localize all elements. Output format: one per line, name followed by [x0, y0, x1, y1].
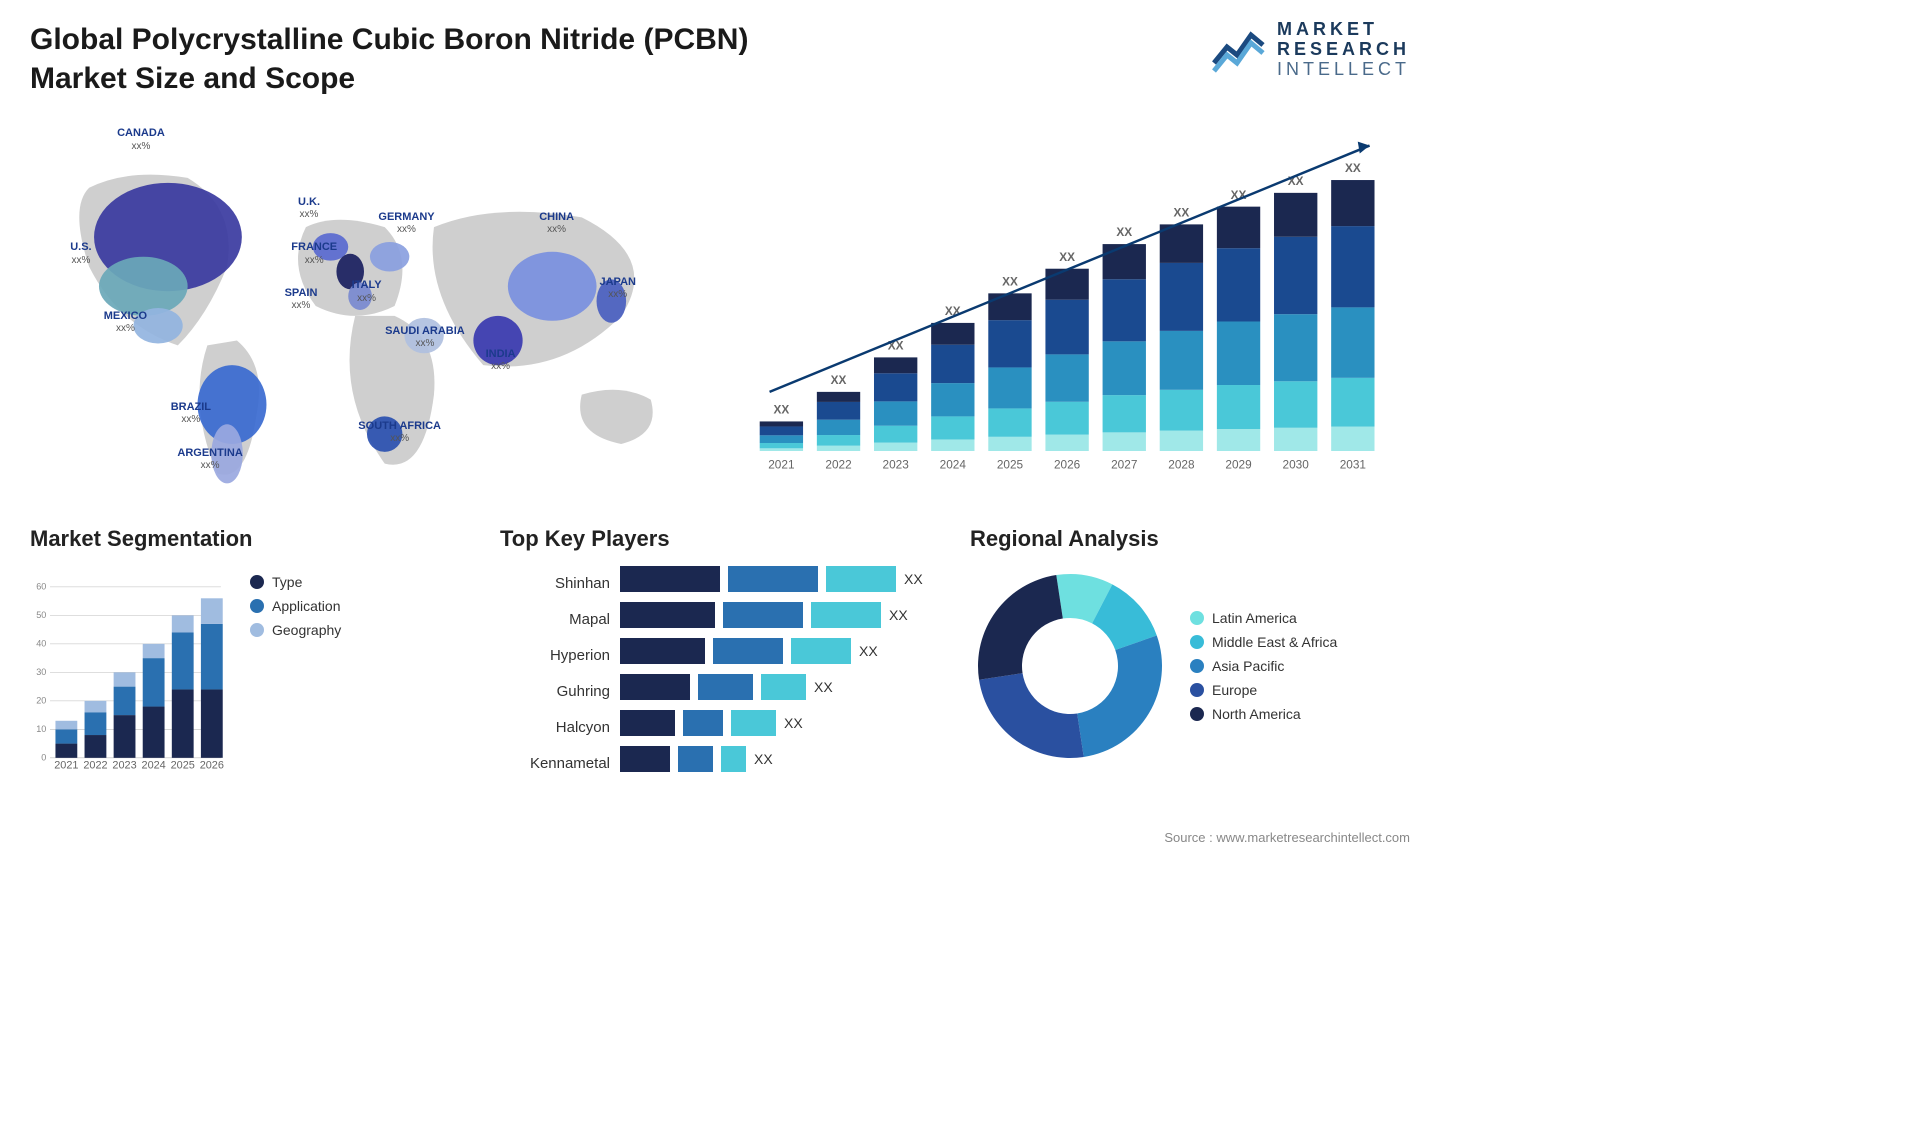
country-label-japan: JAPANxx%: [600, 276, 636, 301]
country-label-italy: ITALYxx%: [352, 279, 382, 304]
player-bar-mapal: XX: [620, 602, 940, 628]
svg-text:XX: XX: [1059, 250, 1075, 264]
player-bar-shinhan: XX: [620, 566, 940, 592]
logo-line1: MARKET: [1277, 20, 1410, 40]
svg-text:2030: 2030: [1283, 458, 1310, 472]
svg-text:2021: 2021: [54, 760, 78, 772]
country-label-canada: CANADAxx%: [117, 127, 165, 152]
player-name-kennametal: Kennametal: [500, 746, 610, 782]
svg-text:20: 20: [36, 696, 46, 706]
forecast-bar-chart: XX 2021 XX 2022 XX 2023 XX 2024 XX 2025 XX 2026 XX 20…: [740, 116, 1410, 490]
region-legend-middle-east---africa: Middle East & Africa: [1190, 634, 1337, 650]
player-name-shinhan: Shinhan: [500, 566, 610, 602]
svg-text:30: 30: [36, 667, 46, 677]
logo-line3: INTELLECT: [1277, 60, 1410, 80]
player-bar-halcyon: XX: [620, 710, 940, 736]
country-label-us: U.S.xx%: [70, 241, 91, 266]
region-legend-latin-america: Latin America: [1190, 610, 1337, 626]
svg-text:XX: XX: [1002, 274, 1018, 288]
svg-text:XX: XX: [773, 403, 789, 417]
world-map-panel: CANADAxx% U.S.xx% MEXICOxx% BRAZILxx% ARGENT…: [30, 116, 700, 496]
players-panel: Top Key Players ShinhanMapalHyperionGuhr…: [500, 526, 940, 806]
svg-text:2021: 2021: [768, 458, 794, 472]
segmentation-legend-type: Type: [250, 574, 341, 590]
segmentation-legend: Type Application Geography: [250, 566, 341, 786]
player-name-mapal: Mapal: [500, 602, 610, 638]
player-bar-guhring: XX: [620, 674, 940, 700]
svg-text:2025: 2025: [171, 760, 195, 772]
svg-text:40: 40: [36, 639, 46, 649]
svg-text:XX: XX: [831, 373, 847, 387]
country-label-brazil: BRAZILxx%: [171, 401, 211, 426]
svg-text:60: 60: [36, 582, 46, 592]
svg-text:2022: 2022: [825, 458, 851, 472]
region-legend-asia-pacific: Asia Pacific: [1190, 658, 1337, 674]
segmentation-legend-geography: Geography: [250, 622, 341, 638]
player-name-guhring: Guhring: [500, 674, 610, 710]
country-label-china: CHINAxx%: [539, 211, 574, 236]
players-bars: XX XX XX XX XX XX: [620, 566, 940, 782]
logo-icon: [1211, 25, 1267, 75]
page-title: Global Polycrystalline Cubic Boron Nitri…: [30, 20, 810, 98]
region-legend-north-america: North America: [1190, 706, 1337, 722]
svg-text:2023: 2023: [112, 760, 136, 772]
svg-text:XX: XX: [1174, 205, 1190, 219]
segmentation-chart: 0 10 20 30 40 50 60 2021 2022 2023 2024 2025 2026: [30, 566, 230, 786]
country-label-germany: GERMANYxx%: [378, 211, 434, 236]
segmentation-panel: Market Segmentation 0 10 20 30 40 50 60 2021 202…: [30, 526, 470, 806]
players-title: Top Key Players: [500, 526, 940, 552]
country-label-france: FRANCExx%: [291, 241, 337, 266]
player-name-halcyon: Halcyon: [500, 710, 610, 746]
svg-text:XX: XX: [1345, 161, 1361, 175]
country-label-southafrica: SOUTH AFRICAxx%: [358, 420, 441, 445]
player-bar-hyperion: XX: [620, 638, 940, 664]
svg-text:2027: 2027: [1111, 458, 1137, 472]
logo-line2: RESEARCH: [1277, 40, 1410, 60]
segmentation-title: Market Segmentation: [30, 526, 470, 552]
svg-text:0: 0: [41, 753, 46, 763]
svg-text:50: 50: [36, 610, 46, 620]
country-label-spain: SPAINxx%: [285, 287, 318, 312]
svg-text:XX: XX: [1116, 225, 1132, 239]
country-label-uk: U.K.xx%: [298, 196, 320, 221]
svg-text:2028: 2028: [1168, 458, 1195, 472]
svg-text:2024: 2024: [142, 760, 166, 772]
svg-text:2031: 2031: [1340, 458, 1366, 472]
player-name-hyperion: Hyperion: [500, 638, 610, 674]
brand-logo: MARKET RESEARCH INTELLECT: [1211, 20, 1410, 79]
regional-legend: Latin America Middle East & Africa Asia Pa…: [1190, 602, 1337, 730]
player-bar-kennametal: XX: [620, 746, 940, 772]
country-label-india: INDIAxx%: [486, 348, 516, 373]
svg-text:2022: 2022: [83, 760, 107, 772]
segmentation-legend-application: Application: [250, 598, 341, 614]
forecast-bar-panel: XX 2021 XX 2022 XX 2023 XX 2024 XX 2025 XX 2026 XX 20…: [740, 116, 1410, 496]
svg-text:2029: 2029: [1225, 458, 1252, 472]
svg-text:2025: 2025: [997, 458, 1024, 472]
country-label-saudiarabia: SAUDI ARABIAxx%: [385, 325, 465, 350]
players-names: ShinhanMapalHyperionGuhringHalcyonKennam…: [500, 566, 610, 782]
country-label-mexico: MEXICOxx%: [104, 310, 147, 335]
regional-title: Regional Analysis: [970, 526, 1410, 552]
svg-text:2023: 2023: [883, 458, 910, 472]
regional-donut-chart: [970, 566, 1170, 766]
region-legend-europe: Europe: [1190, 682, 1337, 698]
svg-text:2024: 2024: [940, 458, 967, 472]
svg-text:2026: 2026: [1054, 458, 1081, 472]
regional-panel: Regional Analysis Latin America Middle Ea…: [970, 526, 1410, 806]
svg-text:2026: 2026: [200, 760, 224, 772]
source-attribution: Source : www.marketresearchintellect.com: [1164, 830, 1410, 845]
country-label-argentina: ARGENTINAxx%: [177, 447, 242, 472]
svg-text:10: 10: [36, 724, 46, 734]
